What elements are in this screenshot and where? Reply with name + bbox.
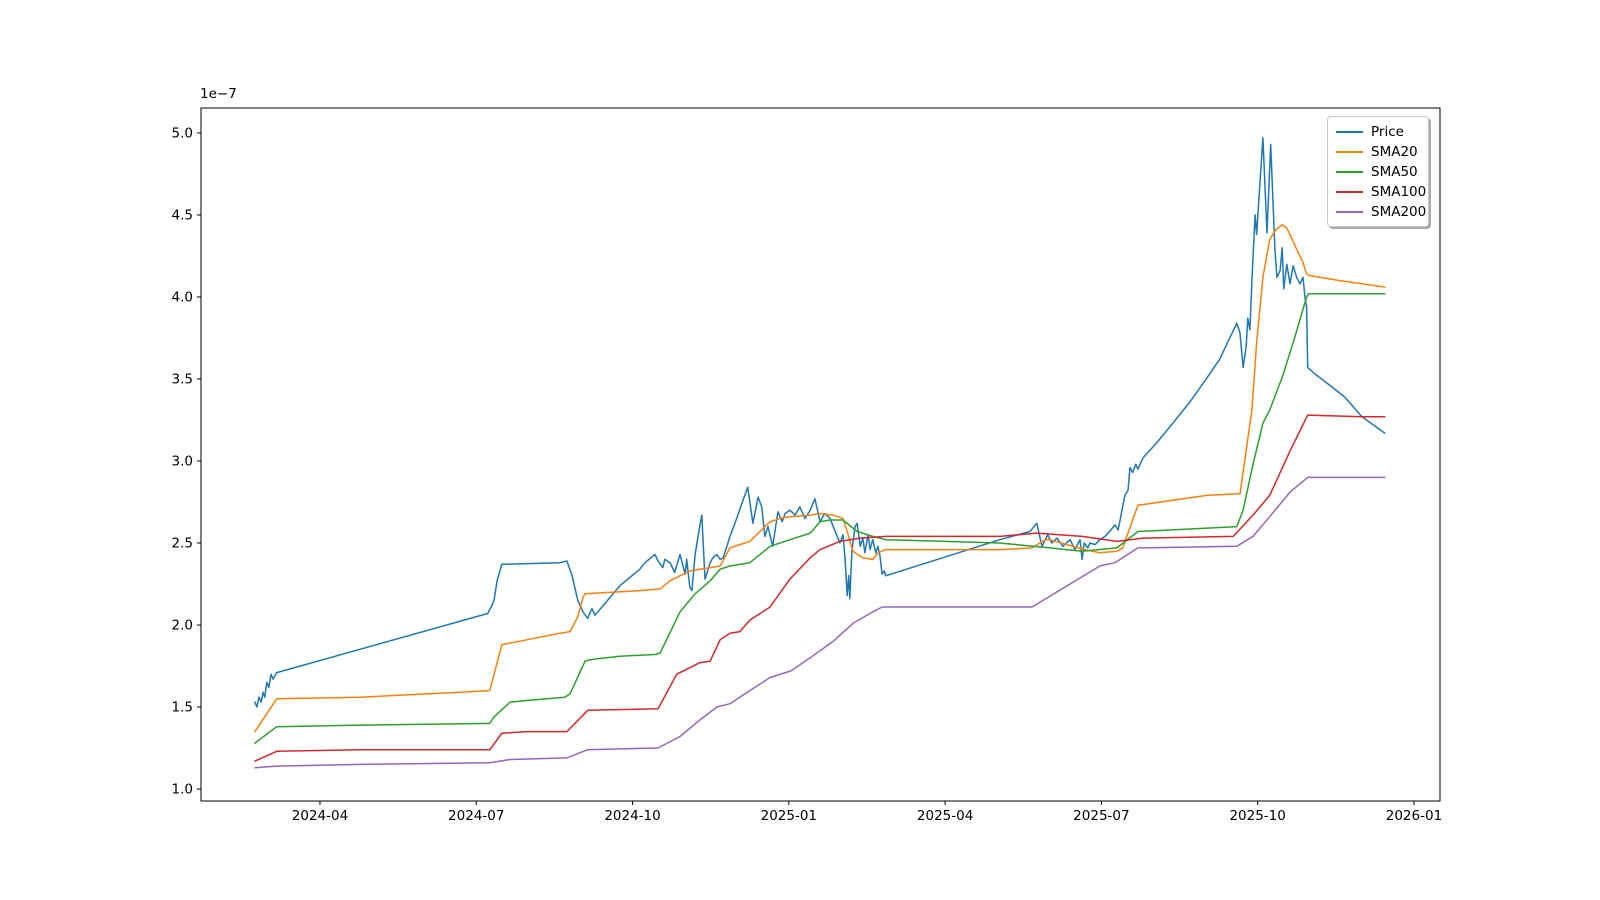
legend-label-sma20: SMA20 [1371,144,1418,160]
legend-label-sma100: SMA100 [1371,184,1427,200]
x-tick-label: 2025-04 [917,808,973,824]
legend-label-sma50: SMA50 [1371,164,1418,180]
sma20-line [254,224,1386,733]
sma20-legend-line-icon [1336,151,1363,153]
x-tick-label: 2024-10 [604,808,660,824]
legend-item-sma200[interactable]: SMA200 [1328,202,1428,222]
x-tick-label: 2024-07 [448,808,504,824]
y-tick-label: 3.5 [172,371,193,387]
legend-item-sma50[interactable]: SMA50 [1328,162,1428,182]
y-tick-label: 4.0 [172,289,193,305]
legend-label-price: Price [1371,124,1404,140]
y-tick-label: 3.0 [172,453,193,469]
x-tick-label: 2024-04 [292,808,348,824]
x-tick-label: 2025-01 [761,808,817,824]
x-tick-label: 2025-10 [1229,808,1285,824]
price-legend-line-icon [1336,131,1363,133]
legend-item-sma20[interactable]: SMA20 [1328,142,1428,162]
y-tick-label: 2.5 [172,535,193,551]
y-tick-label: 2.0 [172,618,193,634]
x-tick-label: 2026-01 [1386,808,1442,824]
legend-item-price[interactable]: Price [1328,122,1428,142]
y-tick-label: 1.0 [172,782,193,798]
sma100-legend-line-icon [1336,191,1363,193]
legend[interactable]: Price SMA20 SMA50 SMA100 SMA200 [1327,116,1429,227]
y-tick-label: 4.5 [172,207,193,223]
sma100-line [254,414,1386,762]
legend-label-sma200: SMA200 [1371,204,1427,220]
x-tick-label: 2025-07 [1073,808,1129,824]
sma50-line [254,292,1386,744]
sma200-line [254,476,1386,769]
y-tick-label: 1.5 [172,700,193,716]
y-axis-offset-label: 1e−7 [200,86,237,102]
sma50-legend-line-icon [1336,171,1363,173]
sma200-legend-line-icon [1336,211,1363,213]
legend-item-sma100[interactable]: SMA100 [1328,182,1428,202]
y-tick-label: 5.0 [172,125,193,141]
plot-frame [200,107,1441,802]
price-line [254,137,1386,708]
